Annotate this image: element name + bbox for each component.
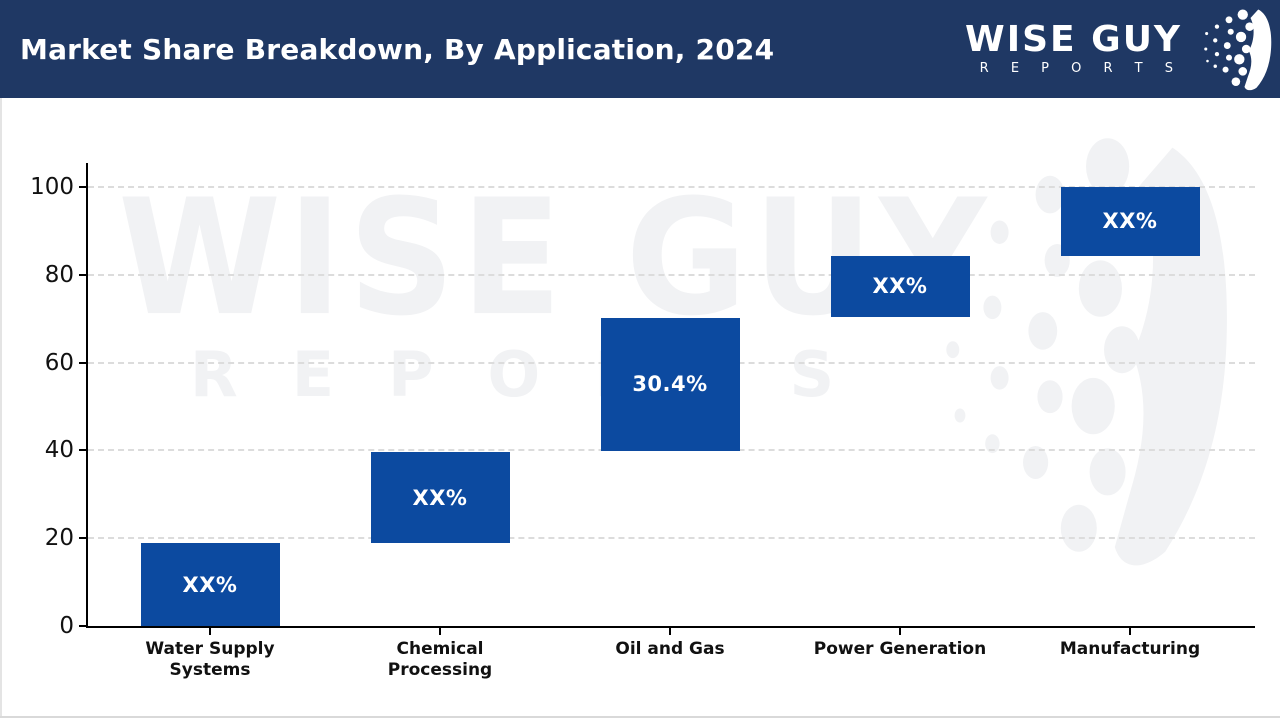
y-tick-label: 40 xyxy=(44,437,74,464)
wise-guy-logo: WISE GUY R E P O R T S xyxy=(965,5,1272,93)
header-bar: Market Share Breakdown, By Application, … xyxy=(0,0,1280,98)
y-tick-mark xyxy=(79,537,88,540)
waterfall-chart: 0 20 40 60 80 100 XX% Water Supply Systems XX% Che… xyxy=(0,98,1280,720)
x-tick-mark xyxy=(669,628,671,635)
y-tick-mark xyxy=(79,273,88,276)
x-tick-mark xyxy=(1129,628,1131,635)
logo-wordmark-line2: R E P O R T S xyxy=(979,61,1182,76)
y-tick-mark xyxy=(79,361,88,364)
x-tick-mark xyxy=(439,628,441,635)
bar-oil-and-gas: 30.4% xyxy=(600,317,740,451)
y-tick-label: 0 xyxy=(59,613,74,639)
y-tick-mark xyxy=(79,186,88,188)
y-tick-mark xyxy=(79,625,88,627)
logo-head-icon xyxy=(1204,9,1272,91)
x-category-label-power-generation: Power Generation xyxy=(813,639,987,659)
bar-water-supply-systems: XX% xyxy=(140,543,280,626)
y-tick-label: 100 xyxy=(30,174,74,200)
x-tick-mark xyxy=(899,628,901,635)
gridline-20 xyxy=(88,537,1255,540)
left-border-line xyxy=(0,98,2,718)
bar-chemical-processing: XX% xyxy=(370,451,510,544)
y-tick-mark xyxy=(79,449,88,452)
bar-value-label-manufacturing: XX% xyxy=(1102,209,1158,234)
bottom-border-line xyxy=(0,716,1280,718)
y-tick-label: 80 xyxy=(44,261,74,288)
y-tick-label: 20 xyxy=(44,525,74,552)
x-axis-line xyxy=(86,626,1255,628)
bar-manufacturing: XX% xyxy=(1060,187,1200,256)
bar-value-label-water-supply-systems: XX% xyxy=(182,572,238,597)
logo-wordmark: WISE GUY R E P O R T S xyxy=(964,19,1182,77)
y-axis-line xyxy=(86,163,88,628)
x-tick-mark xyxy=(209,628,211,635)
gridline-80 xyxy=(88,273,1255,276)
x-category-label-chemical-processing: Chemical Processing xyxy=(387,639,493,680)
bar-value-label-chemical-processing: XX% xyxy=(412,485,468,510)
x-category-label-manufacturing: Manufacturing xyxy=(1059,639,1201,659)
page-title: Market Share Breakdown, By Application, … xyxy=(20,32,775,66)
x-category-label-water-supply-systems: Water Supply Systems xyxy=(145,639,275,680)
bar-power-generation: XX% xyxy=(830,255,970,317)
gridline-100 xyxy=(88,186,1255,188)
y-tick-label: 60 xyxy=(44,349,74,376)
logo-wordmark-line1: WISE GUY xyxy=(964,19,1182,60)
bar-value-label-power-generation: XX% xyxy=(872,274,928,299)
x-category-label-oil-and-gas: Oil and Gas xyxy=(615,639,725,659)
bar-value-label-oil-and-gas: 30.4% xyxy=(632,372,708,397)
